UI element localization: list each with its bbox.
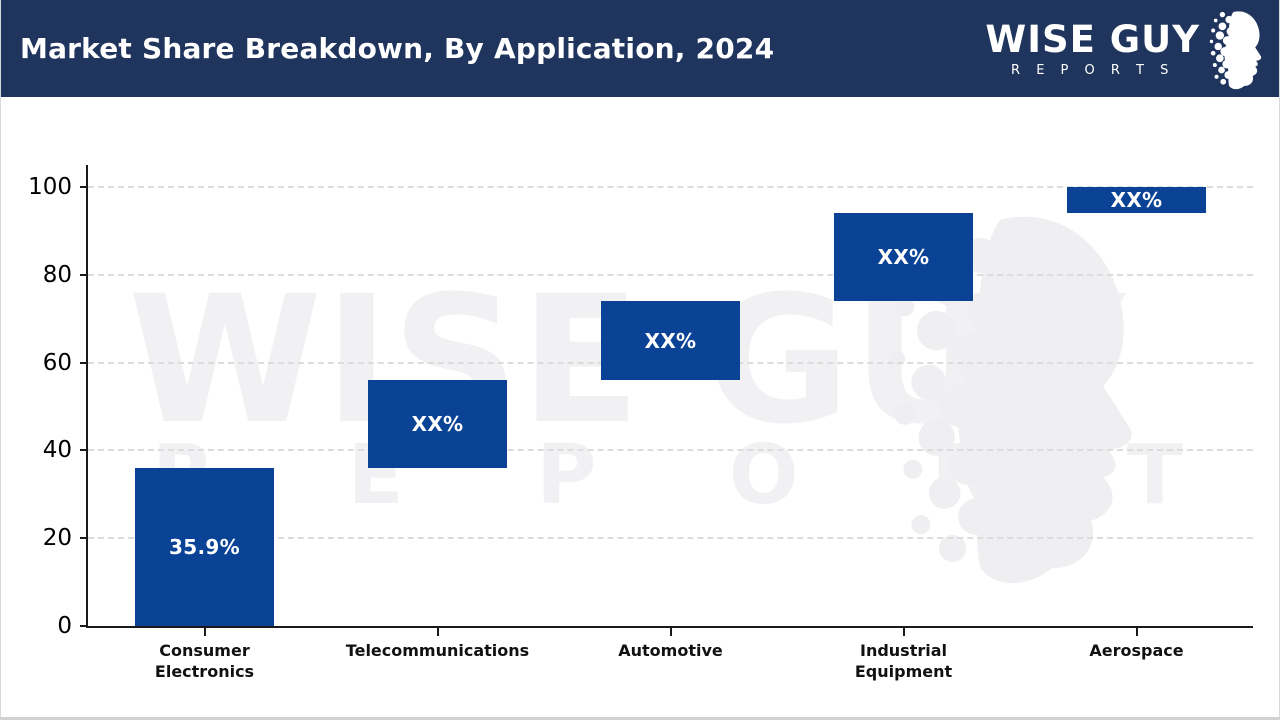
gridline-80 [88, 273, 1253, 276]
category-label-line: Consumer [159, 641, 250, 660]
bar-value-label: XX% [1110, 188, 1163, 213]
y-tick-40 [80, 449, 88, 452]
bar-value-label: XX% [411, 412, 464, 437]
bar-segment-2: XX% [368, 380, 507, 469]
y-tick-60 [80, 361, 88, 364]
x-tick-4 [902, 628, 905, 636]
bar-segment-4: XX% [834, 213, 973, 302]
y-axis-line [86, 165, 88, 628]
logo-subtitle: R E P O R T S [1011, 62, 1175, 78]
y-tick-label-0: 0 [57, 613, 72, 639]
y-tick-label-100: 100 [28, 174, 72, 200]
bar-value-label: XX% [877, 245, 930, 270]
x-tick-3 [669, 628, 672, 636]
logo-face-icon [1204, 7, 1266, 91]
x-tick-2 [436, 628, 439, 636]
gridline-40 [88, 449, 1253, 452]
x-tick-1 [203, 628, 206, 636]
header-bar: Market Share Breakdown, By Application, … [0, 0, 1280, 97]
bar-segment-1: 35.9% [135, 468, 274, 626]
y-tick-label-40: 40 [42, 437, 72, 464]
category-label-line: Telecommunications [345, 641, 530, 660]
y-tick-label-80: 80 [42, 261, 72, 288]
y-tick-0 [80, 625, 88, 627]
category-label-line: Equipment [854, 661, 953, 681]
logo-wordmark: WISE GUY [985, 17, 1200, 61]
category-label-1: Consumer Electronics [85, 641, 325, 683]
y-tick-100 [80, 186, 88, 188]
logo-text: WISE GUY R E P O R T S [985, 21, 1200, 77]
wise-guy-logo: WISE GUY R E P O R T S [985, 7, 1280, 91]
category-label-line: Automotive [618, 641, 723, 660]
y-tick-label-20: 20 [42, 525, 72, 552]
bar-segment-5: XX% [1067, 187, 1206, 214]
x-axis-line [86, 626, 1253, 628]
category-label-line: Aerospace [1089, 641, 1184, 660]
bar-segment-3: XX% [601, 301, 740, 381]
x-tick-5 [1135, 628, 1138, 636]
category-label-5: Aerospace [1017, 641, 1257, 662]
gridline-20 [88, 537, 1253, 540]
category-label-line: Industrial [859, 641, 947, 660]
bar-value-label: 35.9% [169, 535, 240, 560]
chart-title: Market Share Breakdown, By Application, … [20, 32, 775, 65]
gridline-100 [88, 186, 1253, 188]
bar-value-label: XX% [644, 328, 697, 353]
category-label-line: Electronics [154, 661, 255, 681]
y-tick-20 [80, 537, 88, 540]
category-label-2: Telecommunications [318, 641, 558, 662]
y-tick-80 [80, 273, 88, 276]
category-label-3: Automotive [551, 641, 791, 662]
category-label-4: Industrial Equipment [784, 641, 1024, 683]
y-tick-label-60: 60 [42, 349, 72, 376]
